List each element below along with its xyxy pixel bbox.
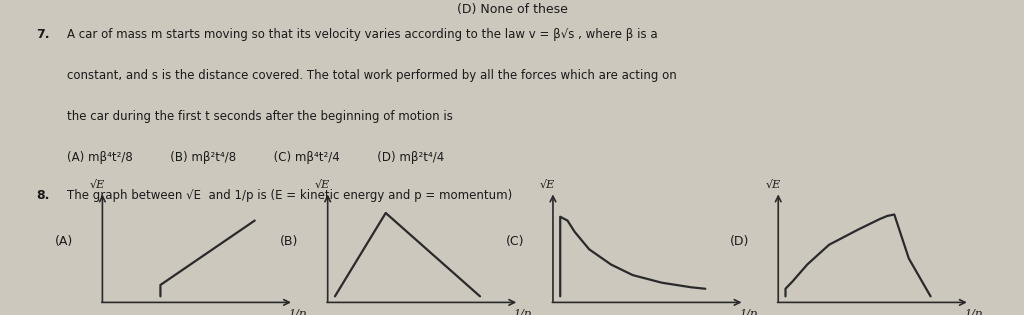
Text: A car of mass m starts moving so that its velocity varies according to the law v: A car of mass m starts moving so that it… xyxy=(67,28,657,41)
Text: √E: √E xyxy=(89,180,104,190)
Text: 1/p: 1/p xyxy=(965,309,982,315)
Text: 7.: 7. xyxy=(36,28,49,41)
Text: 1/p: 1/p xyxy=(514,309,531,315)
Text: 1/p: 1/p xyxy=(289,309,306,315)
Text: (D): (D) xyxy=(730,235,750,249)
Text: The graph between √E  and 1/p is (E = kinetic energy and p = momentum): The graph between √E and 1/p is (E = kin… xyxy=(67,189,512,202)
Text: the car during the first t seconds after the beginning of motion is: the car during the first t seconds after… xyxy=(67,110,453,123)
Text: 8.: 8. xyxy=(36,189,49,202)
Text: (C): (C) xyxy=(506,235,524,249)
Text: (A): (A) xyxy=(55,235,74,249)
Text: (B): (B) xyxy=(281,235,299,249)
Text: √E: √E xyxy=(765,180,780,190)
Text: √E: √E xyxy=(540,180,555,190)
Text: 1/p: 1/p xyxy=(739,309,757,315)
Text: (A) mβ⁴t²/8          (B) mβ²t⁴/8          (C) mβ⁴t²/4          (D) mβ²t⁴/4: (A) mβ⁴t²/8 (B) mβ²t⁴/8 (C) mβ⁴t²/4 (D) … xyxy=(67,151,443,164)
Text: (D) None of these: (D) None of these xyxy=(457,3,567,16)
Text: constant, and s is the distance covered. The total work performed by all the for: constant, and s is the distance covered.… xyxy=(67,69,676,82)
Text: √E: √E xyxy=(314,180,330,190)
